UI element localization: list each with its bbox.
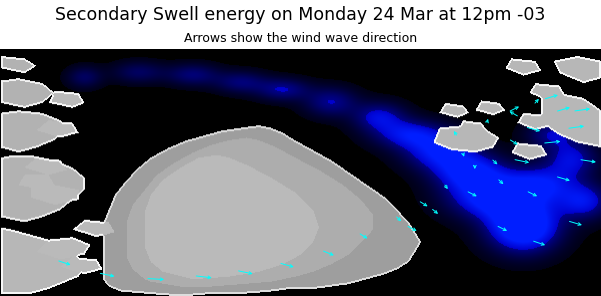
Text: Arrows show the wind wave direction: Arrows show the wind wave direction <box>184 32 417 45</box>
Text: Secondary Swell energy on Monday 24 Mar at 12pm -03: Secondary Swell energy on Monday 24 Mar … <box>55 6 546 24</box>
